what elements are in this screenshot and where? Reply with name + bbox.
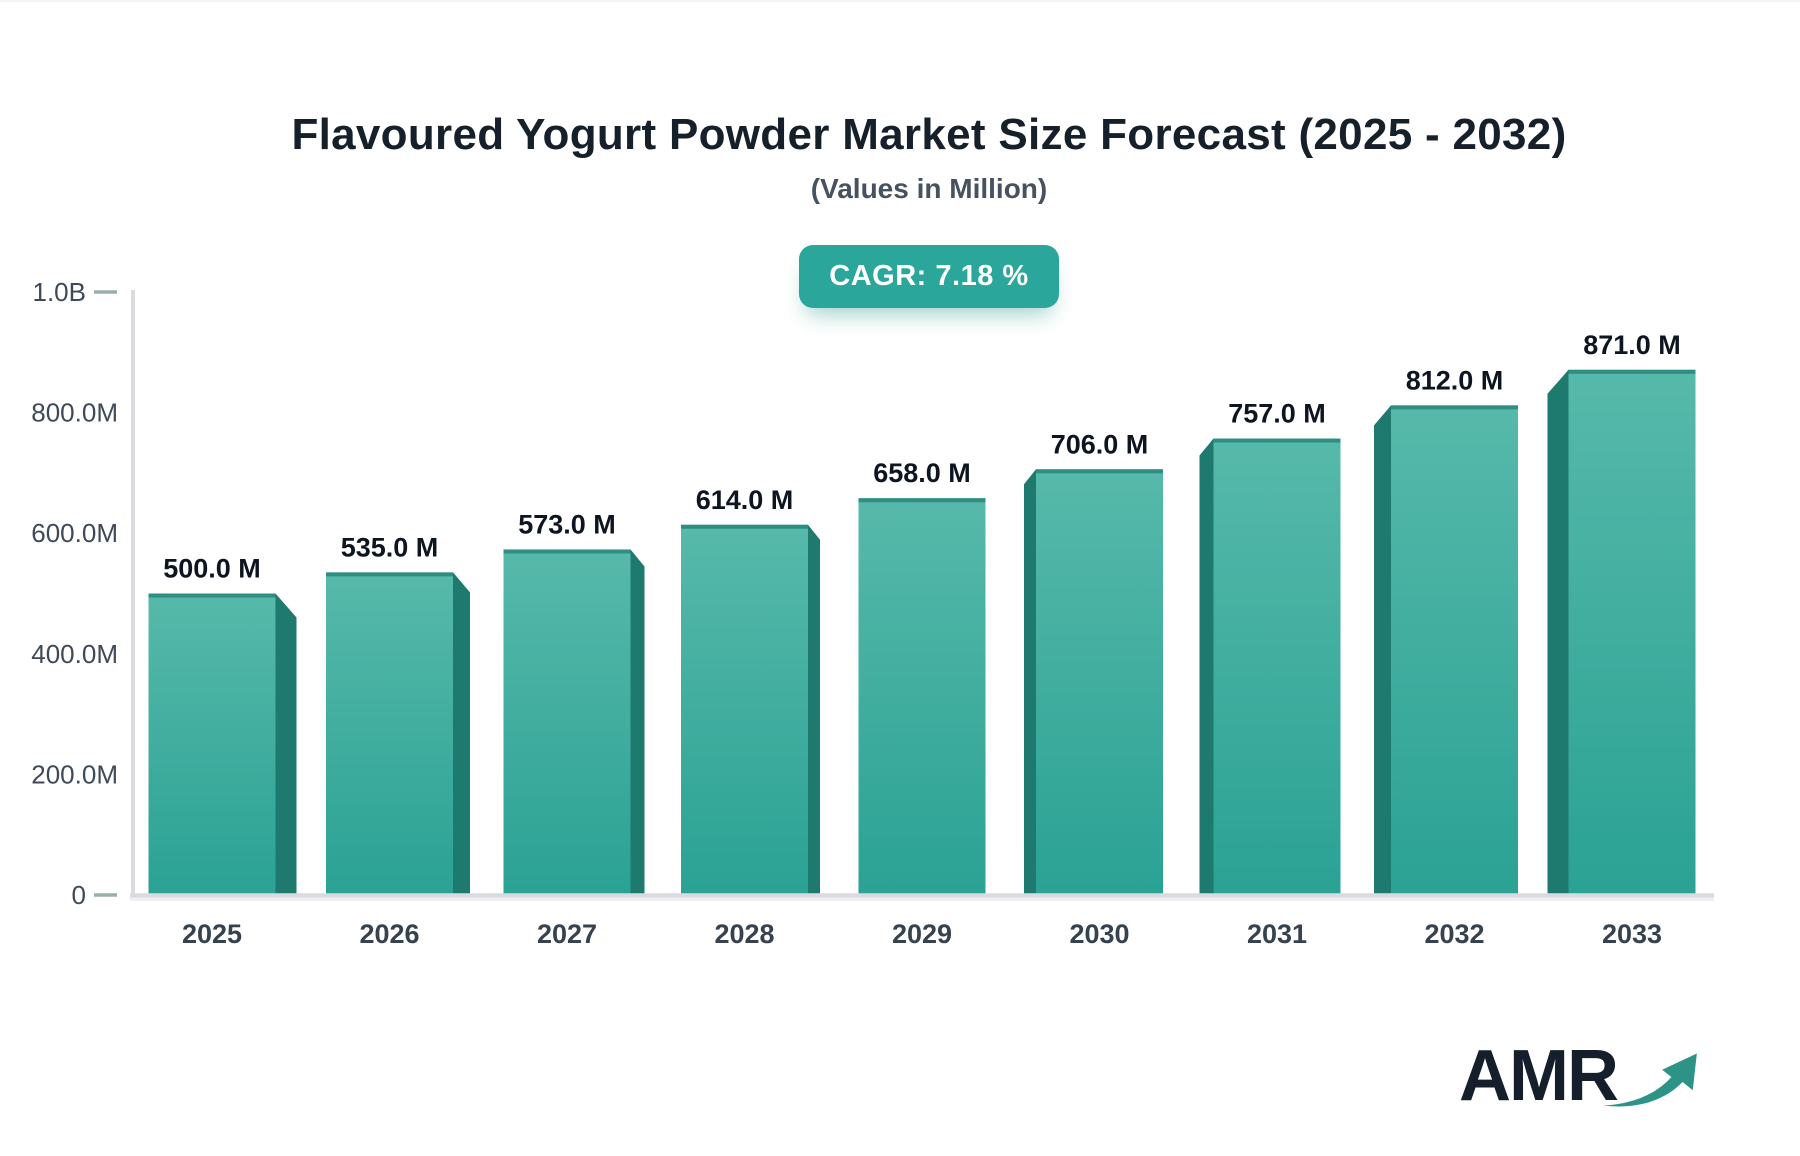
bar-2027: 573.0 M 2027	[503, 509, 645, 949]
amr-logo: AMR	[1459, 1035, 1705, 1116]
bar-value-label: 573.0 M	[518, 509, 616, 539]
bar-face	[681, 524, 808, 895]
bar-side-face	[1547, 369, 1569, 895]
bar-face	[858, 498, 986, 895]
bar-top-edge	[326, 572, 453, 577]
y-axis-label: 200.0M	[31, 759, 118, 789]
bar-side-face	[630, 549, 645, 895]
bar-face	[1568, 369, 1696, 895]
bar-2031: 757.0 M 2031	[1199, 399, 1341, 949]
bar-face	[503, 549, 631, 895]
bar-value-label: 871.0 M	[1583, 330, 1681, 360]
bar-face	[1213, 438, 1341, 895]
bar-face	[148, 593, 276, 895]
bar-2032: 812.0 M 2032	[1374, 365, 1518, 949]
x-axis-label: 2028	[714, 919, 774, 949]
bar-side-face	[1374, 405, 1391, 895]
bar-value-label: 535.0 M	[341, 532, 439, 562]
bar-side-face	[275, 593, 297, 895]
bar-value-label: 706.0 M	[1051, 429, 1149, 459]
y-axis-label: 1.0B	[33, 277, 87, 307]
bar-2029: 658.0 M 2029	[858, 458, 986, 949]
bar-value-label: 757.0 M	[1228, 399, 1326, 429]
bar-2028: 614.0 M 2028	[681, 485, 820, 949]
y-axis-label: 600.0M	[31, 518, 118, 548]
bar-2026: 535.0 M 2026	[326, 532, 470, 949]
bar-top-edge	[1036, 469, 1163, 474]
bar-side-face	[1199, 438, 1214, 895]
bar-top-edge	[1568, 369, 1696, 374]
page-subtitle: (Values in Million)	[810, 173, 1048, 205]
amr-logo-text: AMR	[1459, 1035, 1619, 1116]
bar-value-label: 614.0 M	[696, 485, 794, 515]
bar-face	[326, 572, 453, 895]
bar-top-edge	[503, 549, 631, 554]
x-axis-label: 2025	[182, 919, 242, 949]
bar-2030: 706.0 M 2030	[1024, 429, 1163, 949]
x-axis-label: 2029	[892, 919, 952, 949]
y-axis-label: 800.0M	[31, 398, 118, 428]
bar-value-label: 658.0 M	[873, 458, 971, 488]
x-axis-label: 2031	[1247, 919, 1307, 949]
bar-value-label: 812.0 M	[1406, 365, 1504, 395]
page-title: Flavoured Yogurt Powder Market Size Fore…	[291, 110, 1567, 159]
growth-arrow-icon	[1603, 1053, 1697, 1107]
bar-face	[1391, 405, 1518, 895]
bar-top-edge	[1213, 438, 1341, 443]
bar-2025: 500.0 M 2025	[148, 554, 297, 949]
bar-top-edge	[1391, 405, 1518, 410]
bar-2033: 871.0 M 2033	[1547, 330, 1696, 949]
x-axis-label: 2027	[537, 919, 597, 949]
bar-side-face	[1024, 469, 1036, 895]
y-axis-label: 400.0M	[31, 639, 118, 669]
chart-header: Flavoured Yogurt Powder Market Size Fore…	[64, 2, 1794, 309]
bar-value-label: 500.0 M	[163, 554, 261, 584]
x-axis-label: 2030	[1069, 919, 1129, 949]
bar-side-face	[808, 524, 820, 895]
x-axis-label: 2032	[1424, 919, 1484, 949]
bar-top-edge	[148, 593, 276, 598]
x-axis-label: 2033	[1602, 919, 1662, 949]
bar-face	[1036, 469, 1163, 895]
x-axis-label: 2026	[359, 919, 419, 949]
bar-top-edge	[681, 524, 808, 529]
bar-side-face	[453, 572, 470, 895]
bar-top-edge	[858, 498, 986, 503]
y-axis-label: 0	[72, 880, 86, 910]
cagr-badge: CAGR: 7.18 %	[799, 245, 1059, 309]
